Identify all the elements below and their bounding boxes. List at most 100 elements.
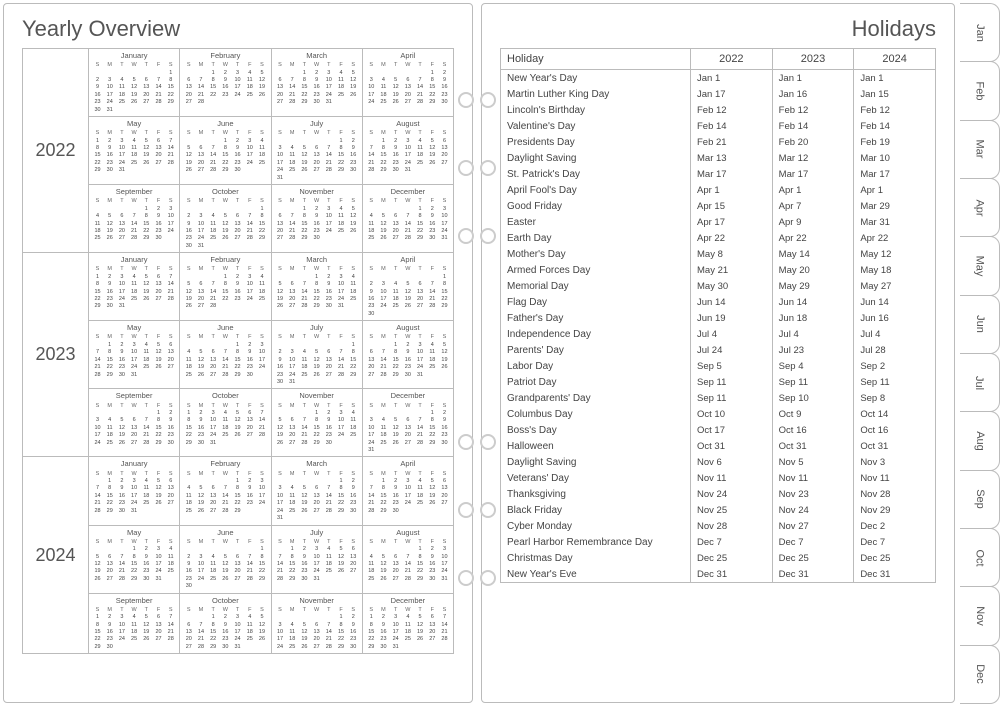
mini-month: AprilSMTWTFS1234567891011121314151617181… <box>363 457 453 524</box>
month-tab-jun[interactable]: Jun <box>960 295 1000 354</box>
binder-hole <box>458 502 474 518</box>
holiday-date: May 12 <box>854 246 936 262</box>
year-col-header: 2022 <box>691 49 773 70</box>
holiday-name: Flag Day <box>501 294 691 310</box>
holiday-date: Jul 24 <box>691 342 773 358</box>
holiday-date: Jan 17 <box>691 86 773 102</box>
month-tab-dec[interactable]: Dec <box>960 645 1000 704</box>
holiday-date: Dec 7 <box>854 534 936 550</box>
mini-month: JulySMTWTFS12345678910111213141516171819… <box>272 321 363 388</box>
year-col-header: 2023 <box>772 49 854 70</box>
tab-label: May <box>974 256 986 277</box>
table-row: Memorial DayMay 30May 29May 27 <box>501 278 936 294</box>
mini-month: AugustSMTWTFS123456789101112131415161718… <box>363 321 453 388</box>
holiday-date: Feb 21 <box>691 134 773 150</box>
mini-month: JulySMTWTFS12345678910111213141516171819… <box>272 526 363 593</box>
binder-hole <box>480 502 496 518</box>
mini-month: AprilSMTWTFS1234567891011121314151617181… <box>363 253 453 320</box>
tab-label: Jul <box>974 376 986 390</box>
month-tabs: Jan Feb Mar Apr May Jun Jul Aug SepOct Nov Dec <box>960 3 1000 703</box>
binder-hole <box>480 228 496 244</box>
month-tab-aug[interactable]: Aug <box>960 411 1000 470</box>
holiday-date: Jan 1 <box>691 70 773 87</box>
holiday-date: Feb 12 <box>854 102 936 118</box>
holiday-name: Grandparents' Day <box>501 390 691 406</box>
holiday-date: Nov 5 <box>772 454 854 470</box>
month-tab-mar[interactable]: Mar <box>960 120 1000 179</box>
tab-label: Nov <box>974 606 986 626</box>
page-title: Holidays <box>500 16 936 42</box>
holiday-name: Halloween <box>501 438 691 454</box>
table-row: Martin Luther King DayJan 17Jan 16Jan 15 <box>501 86 936 102</box>
holiday-date: Sep 11 <box>854 374 936 390</box>
table-row: Boss's DayOct 17Oct 16Oct 16 <box>501 422 936 438</box>
holiday-date: Apr 1 <box>772 182 854 198</box>
table-row: ThanksgivingNov 24Nov 23Nov 28 <box>501 486 936 502</box>
month-tab-nov[interactable]: Nov <box>960 586 1000 645</box>
holiday-date: Dec 31 <box>772 566 854 583</box>
holiday-date: Nov 28 <box>854 486 936 502</box>
holiday-date: Jun 18 <box>772 310 854 326</box>
mini-month: FebruarySMTWTFS1234567891011121314151617… <box>180 49 271 116</box>
holiday-name: Patriot Day <box>501 374 691 390</box>
holiday-name: Labor Day <box>501 358 691 374</box>
month-tab-sep[interactable]: Sep <box>960 470 1000 529</box>
month-tab-may[interactable]: May <box>960 236 1000 295</box>
holiday-date: Oct 14 <box>854 406 936 422</box>
holiday-date: May 14 <box>772 246 854 262</box>
table-row: Daylight SavingNov 6Nov 5Nov 3 <box>501 454 936 470</box>
mini-month: SeptemberSMTWTFS123456789101112131415161… <box>89 389 180 456</box>
year-row: 2023JanuarySMTWTFS1234567891011121314151… <box>23 253 453 457</box>
binder-hole <box>458 570 474 586</box>
month-tab-feb[interactable]: Feb <box>960 61 1000 120</box>
table-row: April Fool's DayApr 1Apr 1Apr 1 <box>501 182 936 198</box>
mini-month: DecemberSMTWTFS1234567891011121314151617… <box>363 389 453 456</box>
holiday-date: Dec 25 <box>772 550 854 566</box>
mini-month: OctoberSMTWTFS12345678910111213141516171… <box>180 594 271 654</box>
holiday-date: Sep 8 <box>854 390 936 406</box>
binder-hole <box>480 570 496 586</box>
mini-month: MarchSMTWTFS1234567891011121314151617181… <box>272 457 363 524</box>
mini-month: FebruarySMTWTFS1234567891011121314151617… <box>180 457 271 524</box>
holiday-date: May 21 <box>691 262 773 278</box>
month-tab-oct[interactable]: Oct <box>960 528 1000 587</box>
holiday-date: Jul 28 <box>854 342 936 358</box>
table-row: Black FridayNov 25Nov 24Nov 29 <box>501 502 936 518</box>
mini-month: AprilSMTWTFS1234567891011121314151617181… <box>363 49 453 116</box>
mini-month: JanuarySMTWTFS12345678910111213141516171… <box>89 49 180 116</box>
holiday-date: Jan 15 <box>854 86 936 102</box>
holiday-name: St. Patrick's Day <box>501 166 691 182</box>
mini-month: MaySMTWTFS123456789101112131415161718192… <box>89 321 180 388</box>
month-tab-apr[interactable]: Apr <box>960 178 1000 237</box>
holiday-date: Apr 22 <box>691 230 773 246</box>
holiday-date: Feb 14 <box>691 118 773 134</box>
month-tab-jan[interactable]: Jan <box>960 3 1000 62</box>
tab-label: Mar <box>973 140 985 159</box>
holiday-name: Presidents Day <box>501 134 691 150</box>
mini-month: NovemberSMTWTFS1234567891011121314151617… <box>272 389 363 456</box>
holiday-date: Mar 12 <box>772 150 854 166</box>
tab-label: Jan <box>974 24 986 42</box>
month-tab-jul[interactable]: Jul <box>960 353 1000 412</box>
mini-month: OctoberSMTWTFS12345678910111213141516171… <box>180 185 271 252</box>
tab-label: Aug <box>973 431 985 451</box>
holiday-name: Black Friday <box>501 502 691 518</box>
holiday-date: Apr 22 <box>772 230 854 246</box>
mini-month: JuneSMTWTFS12345678910111213141516171819… <box>180 526 271 593</box>
holiday-date: May 18 <box>854 262 936 278</box>
holiday-name: Independence Day <box>501 326 691 342</box>
holiday-date: Nov 3 <box>854 454 936 470</box>
mini-month: JulySMTWTFS12345678910111213141516171819… <box>272 117 363 184</box>
holiday-name: Memorial Day <box>501 278 691 294</box>
mini-month: JanuarySMTWTFS12345678910111213141516171… <box>89 253 180 320</box>
binder-hole <box>480 434 496 450</box>
holiday-name: Pearl Harbor Remembrance Day <box>501 534 691 550</box>
holiday-date: Apr 9 <box>772 214 854 230</box>
mini-month: MaySMTWTFS123456789101112131415161718192… <box>89 526 180 593</box>
holiday-date: Jul 4 <box>854 326 936 342</box>
holiday-date: Feb 14 <box>854 118 936 134</box>
table-row: Daylight SavingMar 13Mar 12Mar 10 <box>501 150 936 166</box>
holiday-date: Mar 29 <box>854 198 936 214</box>
holiday-col-header: Holiday <box>501 49 691 70</box>
holiday-date: Dec 25 <box>854 550 936 566</box>
